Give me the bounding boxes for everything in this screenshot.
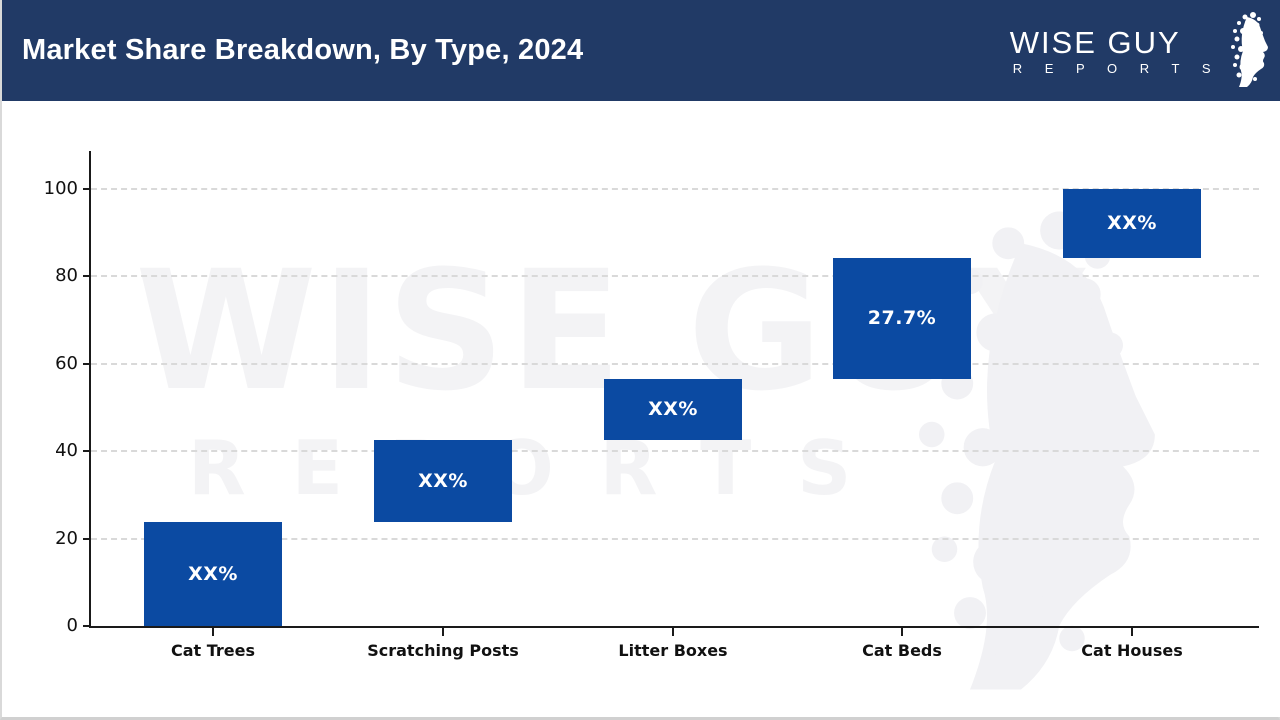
- bar-cat-beds: 27.7%: [833, 257, 971, 379]
- waterfall-chart: WISE GUY REPORTS 0 20 40 60 80 100 XX% Cat Tree…: [2, 101, 1280, 717]
- x-tick-4: [1131, 628, 1133, 636]
- watermark-subtitle: REPORTS: [188, 424, 898, 512]
- logo-wordmark: WISE GUY: [1009, 24, 1181, 60]
- y-tick-100: [83, 187, 91, 190]
- y-tick-40: [83, 450, 91, 452]
- x-category-label: Cat Beds: [862, 641, 942, 660]
- x-category-label: Cat Houses: [1081, 641, 1183, 660]
- gridline-100: [91, 187, 1259, 190]
- y-tick-60: [83, 362, 91, 365]
- x-tick-1: [442, 628, 444, 636]
- y-tick-label: 20: [55, 527, 78, 549]
- bar-value-label: XX%: [1107, 212, 1157, 235]
- header-bar: Market Share Breakdown, By Type, 2024 WI…: [2, 0, 1280, 101]
- logo-face-icon: [1208, 11, 1270, 91]
- logo-text: WISE GUY R E P O R T S: [1010, 27, 1220, 75]
- y-tick-20: [83, 537, 91, 540]
- bar-value-label: XX%: [648, 398, 698, 421]
- page-title: Market Share Breakdown, By Type, 2024: [22, 34, 584, 66]
- bar-litter-boxes: XX%: [604, 378, 742, 441]
- gridline-60: [91, 362, 1259, 365]
- bar-scratching-posts: XX%: [374, 440, 512, 522]
- bar-cat-houses: XX%: [1063, 188, 1201, 258]
- bar-value-label: 27.7%: [867, 307, 937, 330]
- y-tick-80: [83, 275, 91, 277]
- x-category-label: Scratching Posts: [367, 641, 519, 660]
- y-tick-label: 40: [55, 440, 78, 461]
- wise-guy-logo: WISE GUY R E P O R T S: [1010, 11, 1280, 91]
- bar-value-label: XX%: [418, 469, 468, 492]
- x-category-label: Cat Trees: [170, 641, 256, 660]
- x-category-label: Litter Boxes: [618, 641, 728, 660]
- x-tick-2: [672, 628, 674, 636]
- x-axis-line: [89, 626, 1259, 628]
- x-tick-3: [901, 628, 903, 636]
- logo-subtitle: R E P O R T S: [1012, 60, 1220, 76]
- gridline-40: [91, 450, 1259, 452]
- y-tick-label: 0: [66, 615, 78, 636]
- y-tick-label: 100: [43, 177, 78, 199]
- bar-cat-trees: XX%: [144, 521, 282, 626]
- x-tick-0: [212, 628, 214, 636]
- gridline-80: [91, 275, 1259, 277]
- y-tick-label: 60: [55, 352, 78, 374]
- y-tick-0: [83, 625, 91, 627]
- y-tick-label: 80: [55, 265, 78, 286]
- bar-value-label: XX%: [188, 562, 238, 585]
- y-axis-line: [89, 151, 91, 628]
- gridline-20: [91, 537, 1259, 540]
